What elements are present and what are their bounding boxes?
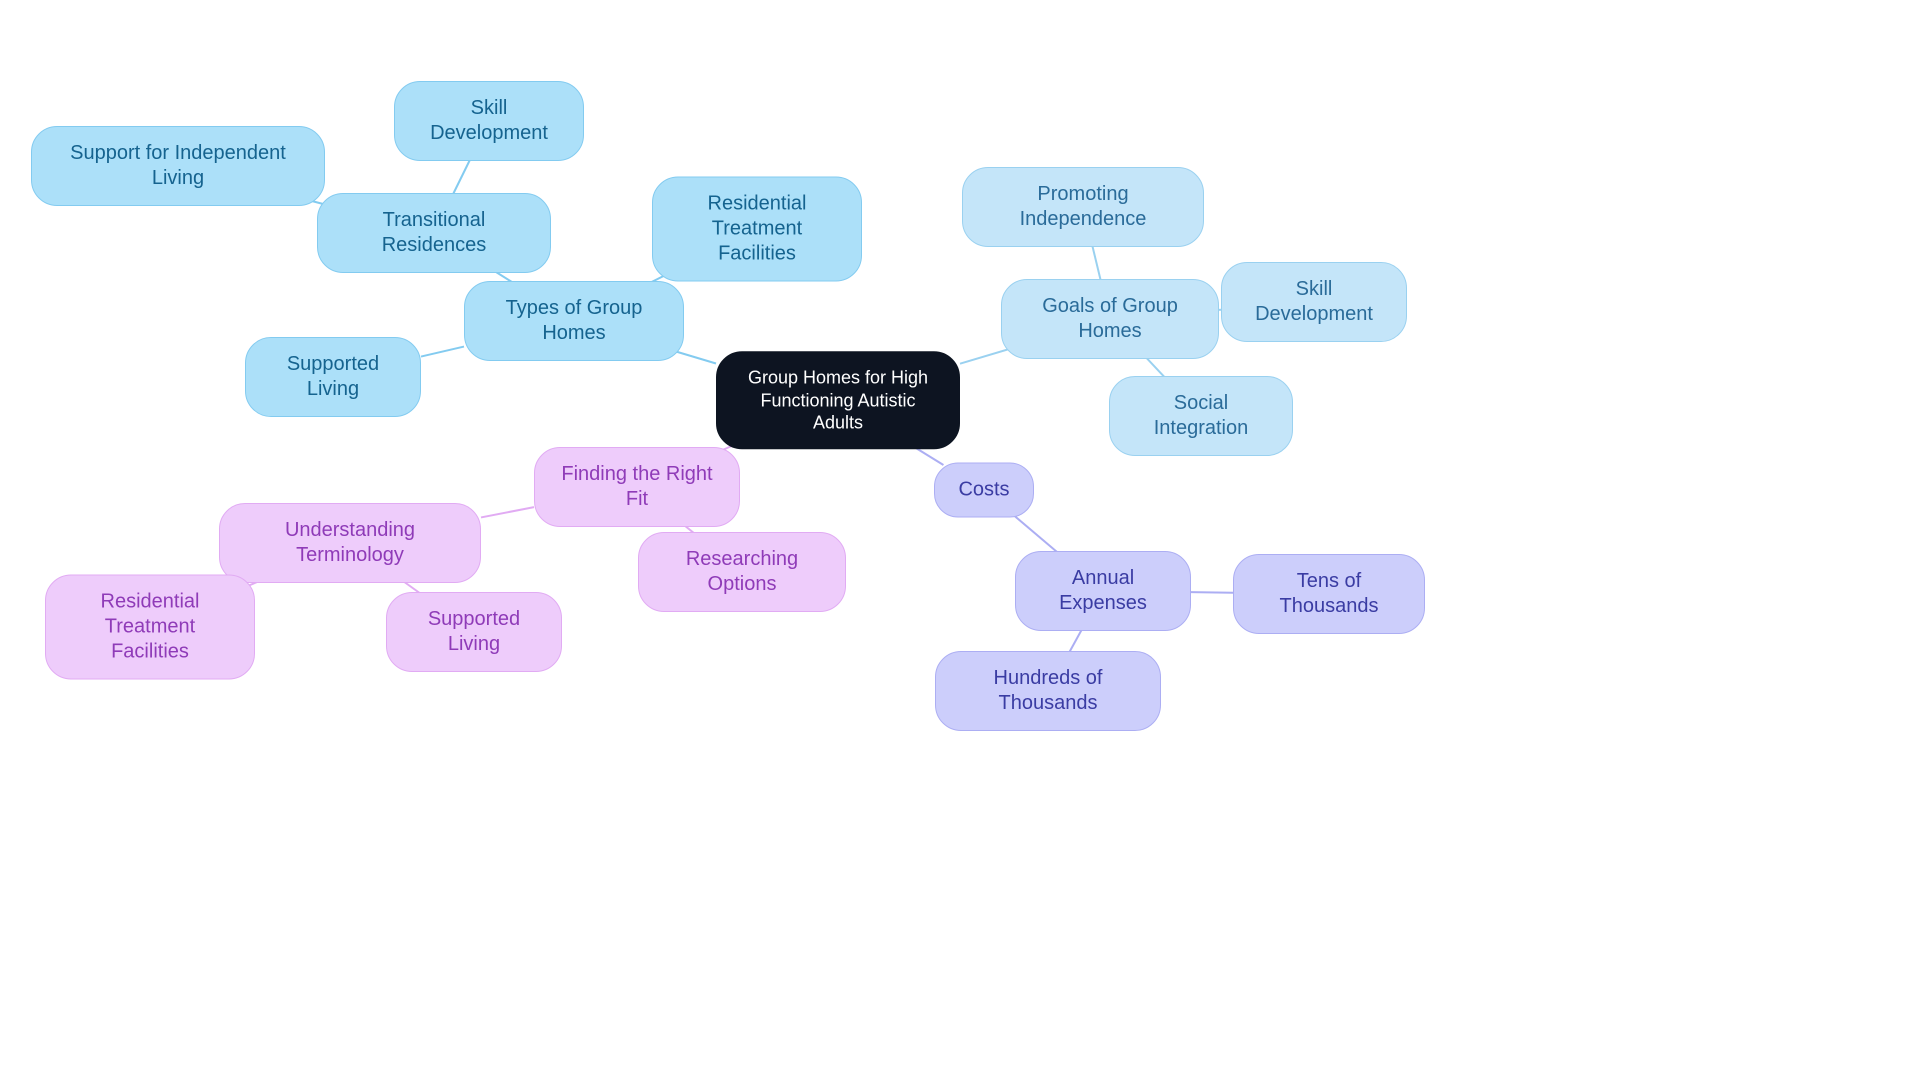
edge (481, 507, 534, 517)
mindmap-node-annual: Annual Expenses (1015, 551, 1191, 631)
node-label: Goals of Group Homes (1026, 294, 1194, 344)
node-label: Residential Treatment Facilities (677, 192, 837, 267)
node-label: Types of Group Homes (489, 296, 659, 346)
node-label: Researching Options (663, 547, 821, 597)
node-label: Residential Treatment Facilities (70, 590, 230, 665)
edge (1191, 592, 1233, 593)
mindmap-node-transitional: Transitional Residences (317, 193, 551, 273)
mindmap-node-researching: Researching Options (638, 532, 846, 612)
mindmap-node-types: Types of Group Homes (464, 281, 684, 361)
mindmap-node-rtf-a: Residential Treatment Facilities (652, 177, 862, 282)
mindmap-node-skill-dev-a: Skill Development (394, 81, 584, 161)
node-label: Skill Development (1246, 277, 1382, 327)
mindmap-node-support-indep: Support for Independent Living (31, 126, 325, 206)
mindmap-node-finding: Finding the Right Fit (534, 447, 740, 527)
node-label: Understanding Terminology (244, 518, 456, 568)
node-label: Annual Expenses (1040, 566, 1166, 616)
mindmap-node-tens: Tens of Thousands (1233, 554, 1425, 634)
edge (421, 347, 464, 357)
mindmap-node-hundreds: Hundreds of Thousands (935, 651, 1161, 731)
mindmap-node-rtf-b: Residential Treatment Facilities (45, 575, 255, 680)
node-label: Promoting Independence (987, 182, 1179, 232)
node-label: Transitional Residences (342, 208, 526, 258)
mindmap-node-supported-living-b: Supported Living (386, 592, 562, 672)
mindmap-node-promote-indep: Promoting Independence (962, 167, 1204, 247)
node-label: Skill Development (419, 96, 559, 146)
mindmap-node-social-int: Social Integration (1109, 376, 1293, 456)
mindmap-node-understanding: Understanding Terminology (219, 503, 481, 583)
node-label: Finding the Right Fit (559, 462, 715, 512)
node-label: Supported Living (270, 352, 396, 402)
mindmap-node-supported-living-a: Supported Living (245, 337, 421, 417)
mindmap-node-root: Group Homes for High Functioning Autisti… (716, 351, 960, 449)
node-label: Support for Independent Living (56, 141, 300, 191)
node-label: Costs (958, 478, 1009, 503)
node-label: Social Integration (1134, 391, 1268, 441)
mindmap-node-skill-dev-b: Skill Development (1221, 262, 1407, 342)
node-label: Hundreds of Thousands (960, 666, 1136, 716)
node-label: Group Homes for High Functioning Autisti… (741, 366, 935, 434)
mindmap-node-goals: Goals of Group Homes (1001, 279, 1219, 359)
node-label: Tens of Thousands (1258, 569, 1400, 619)
mindmap-node-costs: Costs (934, 463, 1034, 518)
node-label: Supported Living (411, 607, 537, 657)
